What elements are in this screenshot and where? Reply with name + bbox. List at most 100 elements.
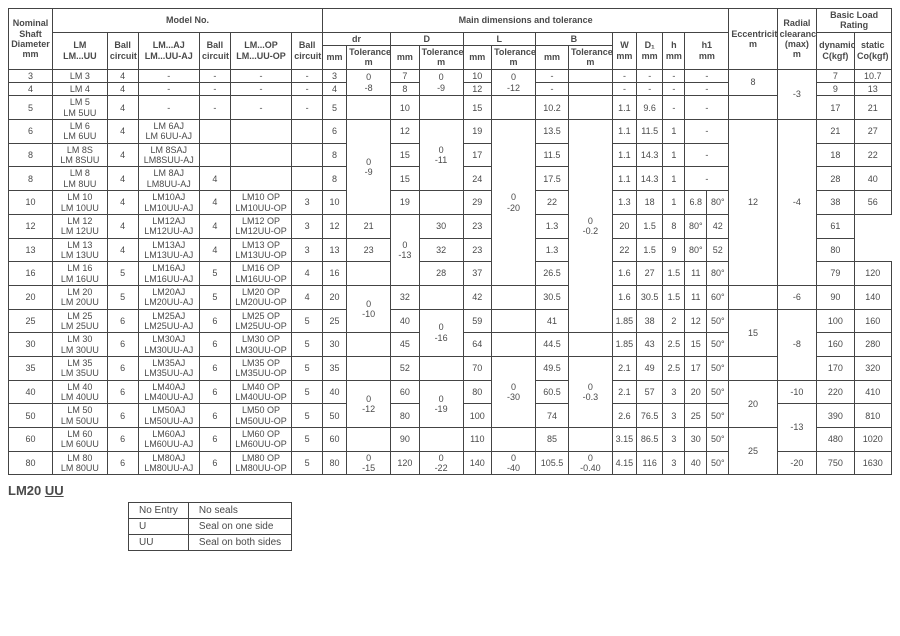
cell-op: LM10 OP LM10UU-OP xyxy=(230,191,291,215)
cell-aj: LM20AJ LM20UU-AJ xyxy=(138,285,199,309)
cell-sta: 810 xyxy=(854,404,892,428)
cell-D: 60 xyxy=(391,380,420,404)
cell-Dg: 38 xyxy=(637,309,663,333)
cell-nom: 4 xyxy=(9,83,53,96)
cell-L: 12 xyxy=(463,83,492,96)
table-row: 3LM 34----30 -870 -9100 -12-----8-3710.7 xyxy=(9,69,892,82)
cell-rad: -4 xyxy=(777,120,817,286)
cell-bc3: 5 xyxy=(292,309,323,333)
cell-dr: 3 xyxy=(322,69,346,82)
cell-rad: -13 xyxy=(777,404,817,451)
cell-D: 32 xyxy=(391,285,420,309)
cell-L: 80 xyxy=(463,380,492,404)
cell-dr: 5 xyxy=(322,96,346,120)
cell-deg: 50° xyxy=(707,380,729,404)
cell-L-tol: 0 -12 xyxy=(492,69,536,96)
footer-label: LM20 UU xyxy=(8,483,892,498)
cell-dr: 30 xyxy=(322,333,346,357)
cell-D: 120 xyxy=(391,451,420,475)
footer-text: LM20 xyxy=(8,483,45,498)
legend-cell: Seal on both sides xyxy=(188,535,291,551)
cell-dyn: 170 xyxy=(817,356,854,380)
cell-dyn: 42 xyxy=(707,214,729,238)
cell-ecc xyxy=(729,285,777,309)
cell-L-tol: 0 -40 xyxy=(492,451,536,475)
legend-cell: No seals xyxy=(188,503,291,519)
cell-W: 2.1 xyxy=(612,356,636,380)
cell-lm: LM 8S LM 8SUU xyxy=(52,143,107,167)
cell-bc1: 6 xyxy=(107,428,138,452)
cell-lm: LM 35 LM 35UU xyxy=(52,356,107,380)
footer-uu: UU xyxy=(45,483,64,498)
cell-D: 15 xyxy=(391,143,420,167)
cell-W: 1.1 xyxy=(612,143,636,167)
cell-h: 1 xyxy=(663,167,685,191)
cell-deg: 50° xyxy=(707,451,729,475)
cell-sta: 320 xyxy=(854,356,892,380)
cell-dr: 8 xyxy=(322,167,346,191)
cell-ecc: 12 xyxy=(729,120,777,286)
cell-D-tol xyxy=(419,191,463,215)
cell-bc1: 4 xyxy=(107,143,138,167)
cell-bc1: 6 xyxy=(107,451,138,475)
cell-lm: LM 3 xyxy=(52,69,107,82)
cell-nom: 60 xyxy=(9,428,53,452)
cell-L: 37 xyxy=(463,262,492,286)
cell-W: 1.85 xyxy=(612,333,636,357)
cell-B: 17.5 xyxy=(536,167,569,191)
cell-h: 2.5 xyxy=(663,356,685,380)
hdr-L-tol: Tolerances m xyxy=(492,46,536,70)
cell-h1: - xyxy=(685,120,729,144)
cell-sta: 10.7 xyxy=(854,69,892,82)
cell-L-tol xyxy=(492,333,536,357)
cell-dr: 60 xyxy=(322,428,346,452)
cell-Dg: - xyxy=(637,69,663,82)
cell-sta: 56 xyxy=(854,191,892,215)
cell-nom: 3 xyxy=(9,69,53,82)
hdr-ecc: Eccentricity m xyxy=(729,9,777,70)
cell-bc1: 4 xyxy=(107,238,138,262)
cell-lm: LM 60 LM 60UU xyxy=(52,428,107,452)
cell-bc2: 5 xyxy=(200,262,231,286)
cell-dr: 6 xyxy=(322,120,346,144)
cell-Dg: 30.5 xyxy=(637,285,663,309)
cell-nom: 80 xyxy=(9,451,53,475)
cell-aj: - xyxy=(138,69,199,82)
cell-h1: - xyxy=(685,83,729,96)
cell-B-tol xyxy=(568,83,612,96)
cell-B: 41 xyxy=(536,309,569,333)
cell-Dg: 20 xyxy=(612,214,636,238)
cell-lm: LM 16 LM 16UU xyxy=(52,262,107,286)
hdr-lm: LM LM...UU xyxy=(52,32,107,69)
cell-dr: 4 xyxy=(322,83,346,96)
cell-aj: LM50AJ LM50UU-AJ xyxy=(138,404,199,428)
cell-deg: 50° xyxy=(707,404,729,428)
hdr-bc3: Ball circuit xyxy=(292,32,323,69)
cell-D-tol xyxy=(419,96,463,120)
cell-sta: 22 xyxy=(854,143,892,167)
cell-B: 13.5 xyxy=(536,120,569,144)
cell-op: LM16 OP LM16UU-OP xyxy=(230,262,291,286)
cell-L: 100 xyxy=(463,404,492,428)
cell-deg: 50° xyxy=(707,333,729,357)
hdr-model: Model No. xyxy=(52,9,322,33)
cell-B: 23 xyxy=(463,214,492,238)
cell-op: LM30 OP LM30UU-OP xyxy=(230,333,291,357)
cell-dr: 16 xyxy=(322,262,346,286)
cell-bc3: 3 xyxy=(292,214,323,238)
cell-deg: 50° xyxy=(707,356,729,380)
cell-nom: 16 xyxy=(9,262,53,286)
legend-cell: U xyxy=(129,519,189,535)
table-row: 40LM 40 LM 40UU6LM40AJ LM40UU-AJ6LM40 OP… xyxy=(9,380,892,404)
cell-h: 1.5 xyxy=(663,262,685,286)
cell-lm: LM 25 LM 25UU xyxy=(52,309,107,333)
cell-h: - xyxy=(663,69,685,82)
cell-op: LM13 OP LM13UU-OP xyxy=(230,238,291,262)
cell-bc3: 5 xyxy=(292,380,323,404)
cell-dyn: 160 xyxy=(817,333,854,357)
cell-dyn: 18 xyxy=(817,143,854,167)
cell-nom: 30 xyxy=(9,333,53,357)
cell-D: 15 xyxy=(391,167,420,191)
cell-W: 1.3 xyxy=(612,191,636,215)
hdr-dr-tol: Tolerances m xyxy=(347,46,391,70)
